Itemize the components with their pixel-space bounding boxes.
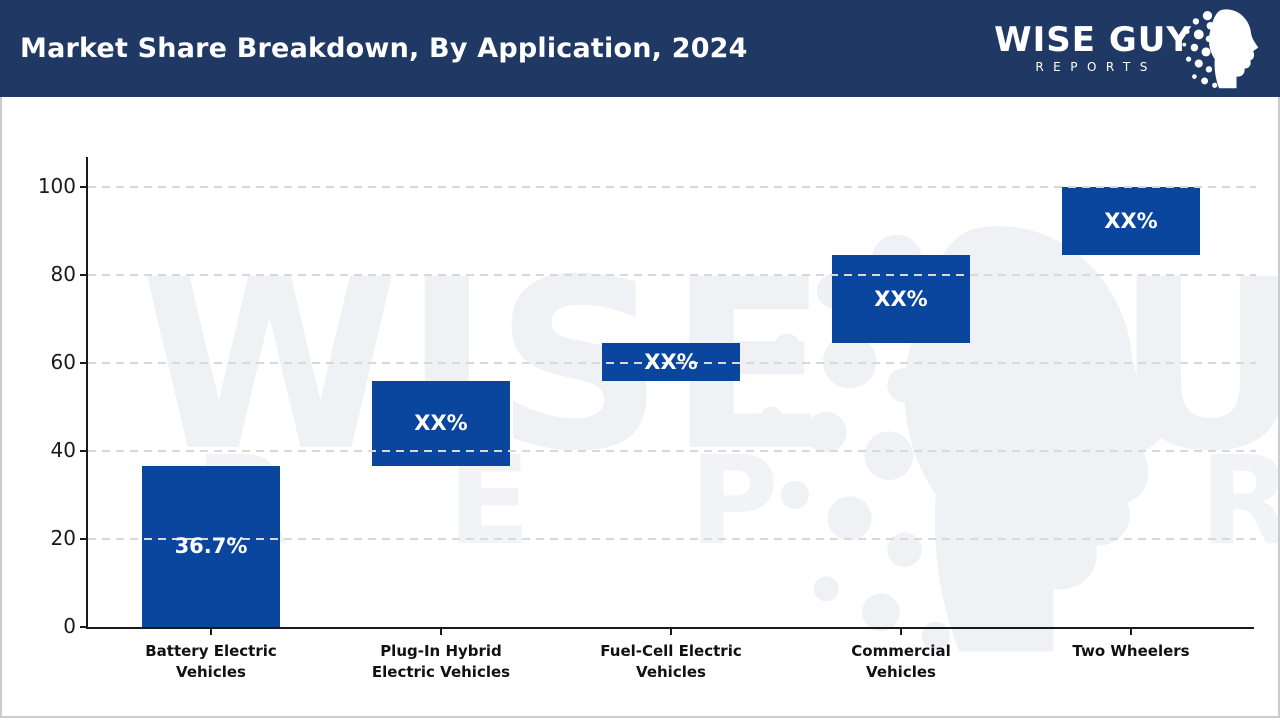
- y-tick-mark: [80, 538, 88, 540]
- x-axis-line: [86, 627, 1254, 629]
- x-category-label: Fuel-Cell Electric Vehicles: [600, 642, 742, 681]
- left-border: [0, 97, 2, 717]
- logo-wordmark: WISE GUY REPORTS: [994, 20, 1192, 74]
- y-axis-line: [86, 157, 88, 629]
- y-tick-mark: [80, 450, 88, 452]
- y-tick-label: 0: [63, 614, 76, 638]
- y-tick-label: 20: [50, 526, 76, 550]
- x-tick-mark: [670, 627, 672, 635]
- dotted-head-icon: [1182, 8, 1259, 88]
- x-category-label: Two Wheelers: [1072, 642, 1190, 660]
- x-tick-mark: [900, 627, 902, 635]
- x-tick-mark: [440, 627, 442, 635]
- gridline: [88, 186, 1256, 188]
- gridline: [88, 538, 1256, 540]
- x-category-label: Battery Electric Vehicles: [145, 642, 277, 681]
- bar-value-label: XX%: [644, 350, 698, 375]
- logo-name-text: WISE GUY: [994, 20, 1192, 61]
- wise-guy-logo: WISE GUY REPORTS: [994, 4, 1280, 94]
- bar-value-label: XX%: [1104, 209, 1158, 234]
- bar-value-label: XX%: [874, 287, 928, 312]
- y-tick-label: 40: [50, 438, 76, 462]
- header-bar: Market Share Breakdown, By Application, …: [0, 0, 1280, 97]
- gridline: [88, 362, 1256, 364]
- x-category-label: Plug-In Hybrid Electric Vehicles: [371, 642, 511, 681]
- page-title: Market Share Breakdown, By Application, …: [20, 33, 748, 64]
- logo-reports-text: REPORTS: [1035, 59, 1157, 74]
- bottom-border: [0, 716, 1280, 718]
- x-tick-mark: [210, 627, 212, 635]
- bar-segment: [142, 465, 280, 627]
- bar-segment: [832, 255, 970, 344]
- right-border: [1278, 97, 1280, 717]
- x-tick-mark: [1130, 627, 1132, 635]
- bar-segment: [1062, 187, 1200, 256]
- y-tick-mark: [80, 186, 88, 188]
- gridline: [88, 274, 1256, 276]
- gridline: [88, 450, 1256, 452]
- bar-value-label: 36.7%: [174, 534, 248, 559]
- y-tick-mark: [80, 626, 88, 628]
- y-tick-label: 60: [50, 350, 76, 374]
- x-category-label: Commercial Vehicles: [851, 642, 951, 681]
- bar-value-label: XX%: [414, 411, 468, 436]
- y-tick-label: 80: [50, 262, 76, 286]
- y-tick-label: 100: [37, 174, 76, 198]
- y-tick-mark: [80, 274, 88, 276]
- y-tick-mark: [80, 362, 88, 364]
